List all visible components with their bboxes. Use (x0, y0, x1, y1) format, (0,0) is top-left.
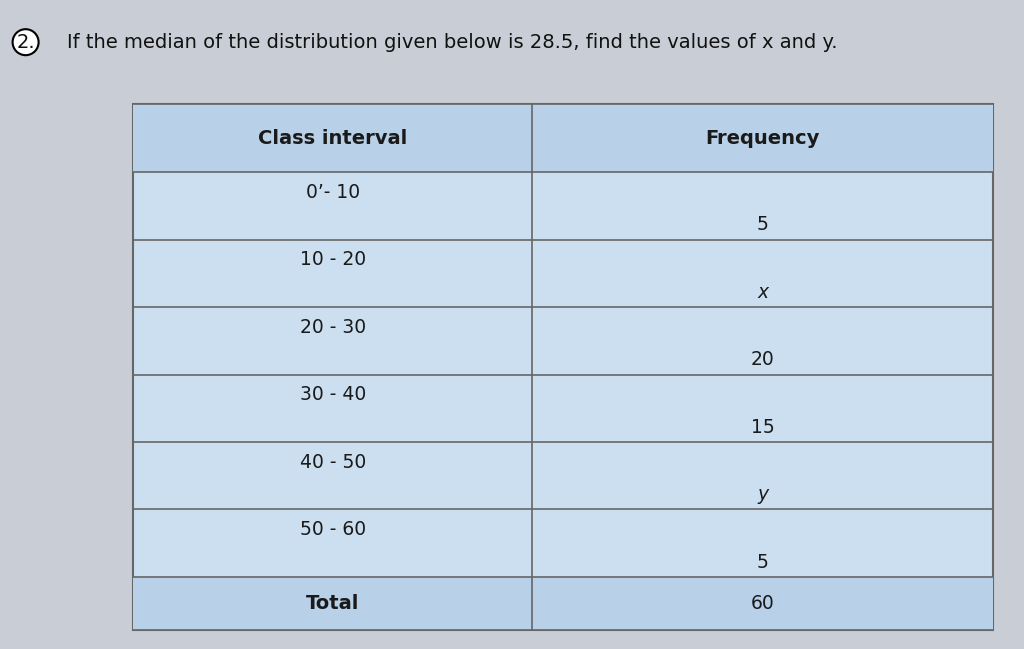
Text: Class interval: Class interval (258, 129, 408, 147)
Text: 40 - 50: 40 - 50 (300, 453, 366, 472)
Text: 50 - 60: 50 - 60 (300, 520, 366, 539)
Text: x: x (758, 283, 768, 302)
Text: y: y (758, 485, 768, 504)
Text: 60: 60 (751, 594, 775, 613)
Text: 20 - 30: 20 - 30 (300, 318, 366, 337)
Text: 10 - 20: 10 - 20 (300, 251, 366, 269)
Text: Frequency: Frequency (706, 129, 820, 147)
Text: 5: 5 (757, 552, 769, 572)
Text: 0’- 10: 0’- 10 (306, 183, 359, 202)
Text: 30 - 40: 30 - 40 (300, 386, 366, 404)
Text: 5: 5 (757, 215, 769, 234)
Text: 20: 20 (751, 350, 775, 369)
Text: Total: Total (306, 594, 359, 613)
Text: If the median of the distribution given below is 28.5, find the values of x and : If the median of the distribution given … (67, 32, 837, 52)
Text: 2.: 2. (16, 32, 35, 52)
Text: 15: 15 (751, 418, 775, 437)
